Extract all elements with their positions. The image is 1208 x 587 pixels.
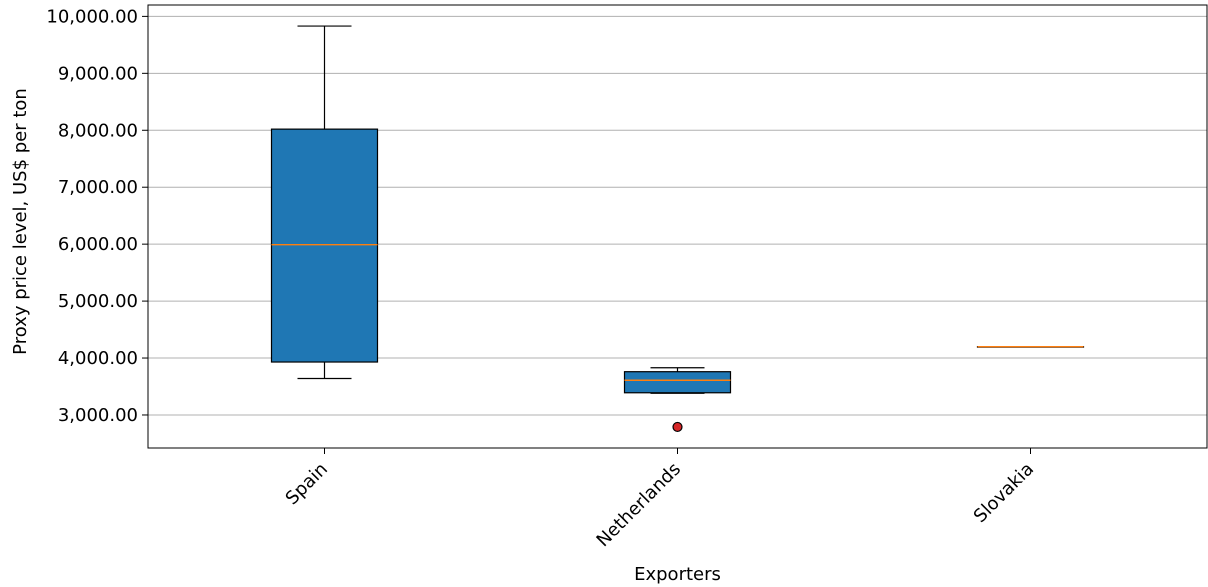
box-slovakia	[976, 345, 1085, 348]
y-axis-ticks: 3,000.00 4,000.00 5,000.00 6,000.00 7,000.00…	[46, 6, 148, 426]
iqr-box	[623, 371, 732, 394]
outlier-point	[672, 421, 683, 433]
y-tick-label: 4,000.00	[58, 348, 138, 369]
y-tick-label: 10,000.00	[46, 6, 138, 27]
y-tick-label: 9,000.00	[58, 63, 138, 84]
y-tick-label: 5,000.00	[58, 291, 138, 312]
y-tick-label: 3,000.00	[58, 405, 138, 426]
box-spain	[270, 25, 379, 380]
y-tick-label: 7,000.00	[58, 177, 138, 198]
box-netherlands	[623, 367, 732, 433]
y-tick-label: 8,000.00	[58, 120, 138, 141]
x-axis-ticks: Spain Netherlands Slovakia	[282, 448, 1038, 551]
y-tick-label: 6,000.00	[58, 234, 138, 255]
x-tick-label: Slovakia	[970, 459, 1038, 527]
boxes	[270, 25, 1085, 433]
iqr-box	[270, 128, 379, 363]
x-tick-label: Spain	[282, 459, 332, 509]
y-axis-label: Proxy price level, US$ per ton	[10, 88, 31, 355]
x-tick-label: Netherlands	[593, 459, 685, 551]
x-axis-label: Exporters	[634, 564, 721, 585]
